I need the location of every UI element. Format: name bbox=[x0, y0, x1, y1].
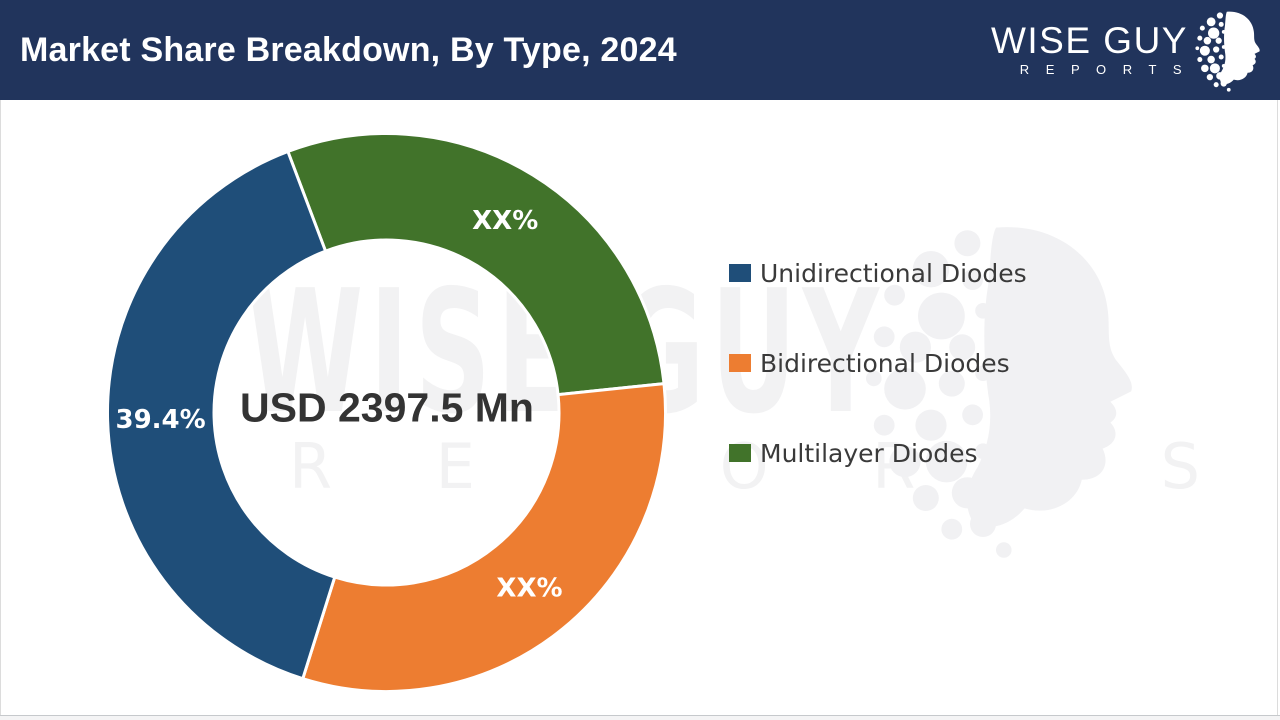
segment-label: XX% bbox=[496, 574, 562, 604]
legend-label: Multilayer Diodes bbox=[760, 438, 978, 468]
legend-item: Bidirectional Diodes bbox=[729, 348, 1027, 378]
donut-chart: XX% XX% 39.4% bbox=[106, 132, 667, 693]
legend-label: Unidirectional Diodes bbox=[760, 258, 1027, 288]
segment-label: XX% bbox=[472, 206, 538, 236]
brand-subtext: R E P O R T S bbox=[1019, 61, 1188, 77]
legend-swatch bbox=[729, 444, 751, 462]
brand-head-icon bbox=[1195, 11, 1260, 92]
page-title: Market Share Breakdown, By Type, 2024 bbox=[20, 30, 677, 69]
legend-swatch bbox=[729, 264, 751, 282]
legend-label: Bidirectional Diodes bbox=[760, 348, 1010, 378]
legend-item: Multilayer Diodes bbox=[729, 438, 1027, 468]
chart-center-value: USD 2397.5 Mn bbox=[240, 384, 534, 431]
brand-logo: WISE GUY R E P O R T S bbox=[991, 8, 1268, 96]
segment-label: 39.4% bbox=[115, 405, 205, 435]
donut-segment-unidirectional-diodes bbox=[106, 149, 337, 681]
donut-segment-bidirectional-diodes bbox=[300, 381, 667, 693]
chart-area: WISE GUY R E P O R T S XX% XX% 39.4% USD 2… bbox=[0, 100, 1278, 715]
legend-swatch bbox=[729, 354, 751, 372]
legend: Unidirectional Diodes Bidirectional Diode… bbox=[729, 258, 1027, 468]
donut-segment-multilayer-diodes bbox=[285, 132, 666, 397]
brand-wordmark: WISE GUY bbox=[990, 19, 1188, 61]
header: Market Share Breakdown, By Type, 2024 WI… bbox=[0, 0, 1280, 100]
bottom-border bbox=[0, 715, 1280, 720]
brand-logo-text: WISE GUY R E P O R T S bbox=[991, 22, 1188, 77]
legend-item: Unidirectional Diodes bbox=[729, 258, 1027, 288]
